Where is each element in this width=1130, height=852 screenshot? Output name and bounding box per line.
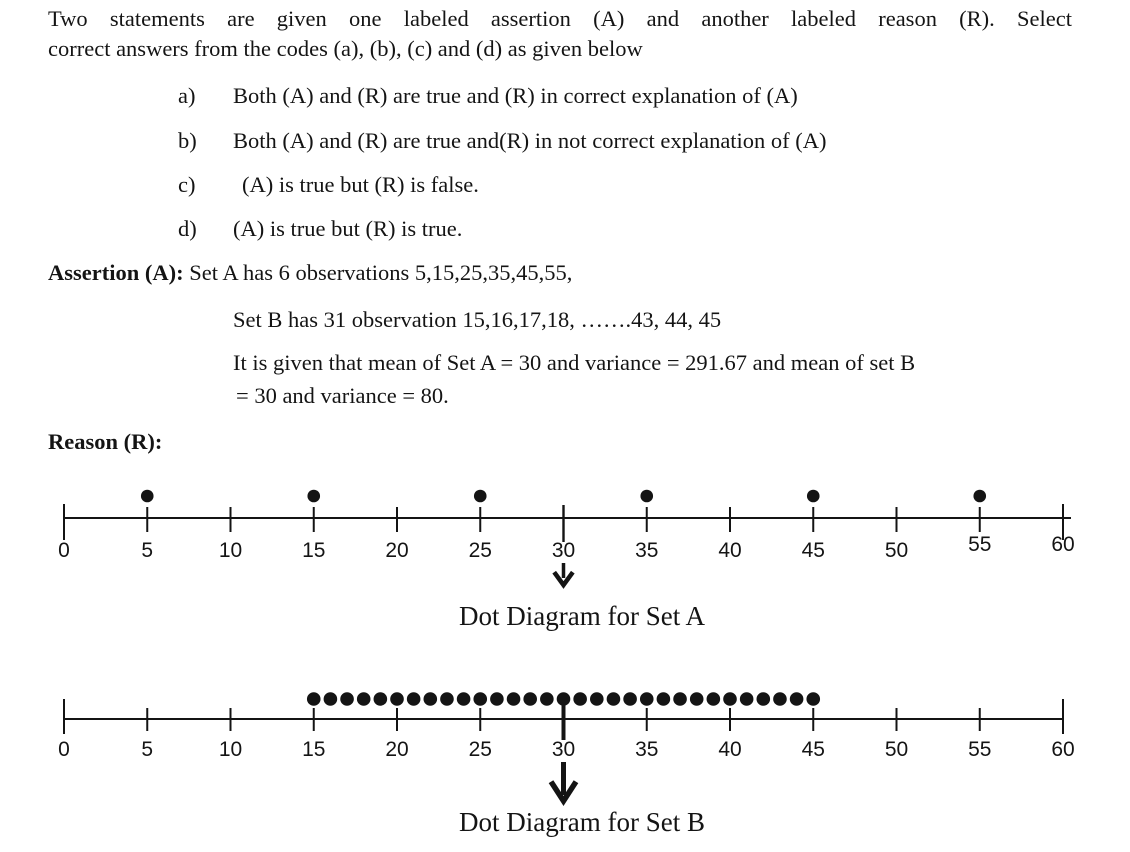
option-b-text: Both (A) and (R) are true and(R) in not … (233, 128, 827, 153)
observation-dot (306, 692, 321, 706)
observation-dot (739, 692, 754, 706)
observation-dot (140, 489, 154, 503)
option-a-text: Both (A) and (R) are true and (R) in cor… (233, 83, 798, 108)
tick-label: 20 (385, 738, 408, 761)
observation-dot (390, 692, 404, 706)
assertion-row: Assertion (A): Set A has 6 observations … (48, 260, 572, 286)
tick-label: 0 (58, 738, 70, 761)
observation-dot (689, 692, 704, 706)
observation-dot (440, 692, 454, 706)
observation-dot (473, 692, 488, 706)
assertion-label: Assertion (A): (48, 260, 184, 285)
observation-dot (523, 692, 537, 706)
option-a-marker: a) (178, 83, 196, 108)
tick-label: 15 (302, 539, 325, 562)
observation-dot (806, 692, 821, 706)
intro-line-2: correct answers from the codes (a), (b),… (48, 36, 643, 61)
observation-dot (456, 692, 471, 706)
observation-dot (656, 692, 671, 706)
tick-label: 30 (552, 539, 575, 562)
tick-label: 50 (885, 738, 908, 761)
tick-label: 5 (141, 738, 153, 761)
tick-label: 25 (469, 539, 492, 562)
tick-label: 5 (141, 539, 153, 562)
observation-dot (789, 692, 804, 706)
option-d-text: (A) is true but (R) is true. (233, 216, 463, 241)
assertion-line-3: It is given that mean of Set A = 30 and … (233, 350, 916, 375)
intro-line-1: Two statements are given one labeled ass… (48, 6, 1072, 31)
tick-label: 55 (968, 533, 991, 556)
observation-dot (373, 692, 388, 706)
tick-label: 10 (219, 539, 242, 562)
tick-label: 60 (1051, 533, 1074, 556)
dot-diagram-set-a: 0 5 10 15 20 25 30 35 40 45 50 55 60 (58, 489, 1075, 589)
observation-dot (356, 692, 371, 706)
option-d-marker: d) (178, 216, 197, 241)
option-c-marker: c) (178, 172, 196, 197)
option-b-marker: b) (178, 128, 197, 153)
dot-diagram-set-b-caption: Dot Diagram for Set B (459, 807, 705, 837)
observation-dot (723, 692, 737, 706)
tick-label: 15 (302, 738, 325, 761)
observation-dot (490, 692, 504, 706)
tick-label: 60 (1051, 738, 1074, 761)
tick-label: 45 (802, 539, 825, 562)
assertion-line-2: Set B has 31 observation 15,16,17,18, ……… (233, 307, 722, 332)
tick-label: 55 (968, 738, 991, 761)
tick-label: 10 (219, 738, 242, 761)
tick-label: 35 (635, 539, 658, 562)
reason-label: Reason (R): (48, 429, 163, 454)
tick-label: 35 (635, 738, 658, 761)
tick-label: 40 (718, 539, 741, 562)
down-arrow-icon (552, 570, 575, 589)
observation-dot (423, 692, 438, 706)
observation-dot (706, 692, 721, 706)
observation-dot (473, 489, 487, 503)
observation-dot (307, 489, 321, 503)
observation-dot (506, 692, 521, 706)
tick-label: 45 (802, 738, 825, 761)
down-arrow-icon (548, 780, 579, 807)
tick-label: 25 (469, 738, 492, 761)
dot-diagram-set-a-caption: Dot Diagram for Set A (459, 601, 705, 631)
observation-dot (756, 692, 771, 706)
observation-dot (406, 692, 421, 706)
assertion-line-4: = 30 and variance = 80. (236, 383, 449, 408)
tick-label: 40 (718, 738, 741, 761)
observation-dot (540, 692, 554, 706)
option-c-text: (A) is true but (R) is false. (242, 172, 479, 197)
observation-dot (773, 692, 787, 706)
observation-dot (606, 692, 621, 706)
observation-dot (806, 489, 820, 503)
observation-dot (573, 692, 587, 706)
observation-dot (640, 489, 654, 503)
tick-label: 20 (385, 539, 408, 562)
tick-label: 50 (885, 539, 908, 562)
observation-dot (340, 692, 354, 706)
observation-dot (556, 692, 571, 706)
observation-dot (323, 692, 338, 706)
dot-diagram-set-b: 0 5 10 15 20 25 30 35 40 45 50 55 60 (58, 692, 1075, 807)
observation-dot (973, 489, 987, 503)
assertion-line-1: Set A has 6 observations 5,15,25,35,45,5… (183, 260, 573, 285)
observation-dot (639, 692, 654, 706)
observation-dot (673, 692, 687, 706)
observation-dot (590, 692, 604, 706)
tick-label: 30 (552, 738, 575, 761)
observation-dot (623, 692, 637, 706)
tick-label: 0 (58, 539, 70, 562)
